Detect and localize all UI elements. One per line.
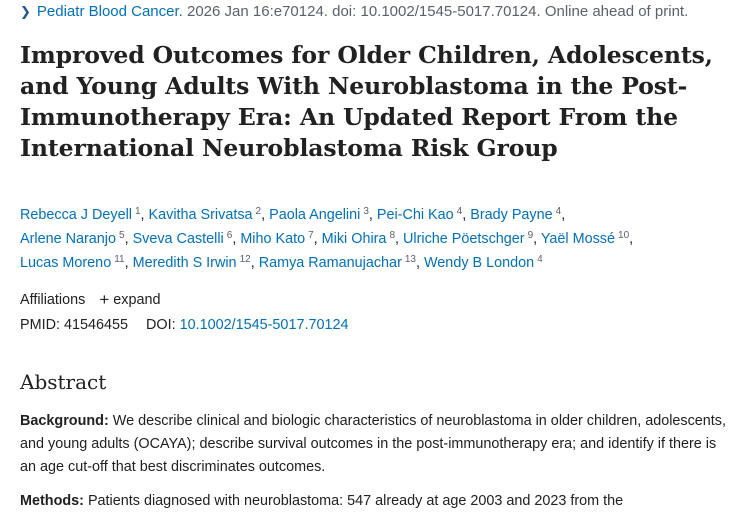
author-link[interactable]: Rebecca J Deyell <box>20 207 132 223</box>
affiliation-ref[interactable]: 10 <box>618 230 630 241</box>
author-item: Meredith S Irwin 12, <box>132 254 255 272</box>
author-link[interactable]: Miki Ohira <box>321 231 387 247</box>
affiliation-ref[interactable]: 1 <box>134 206 141 217</box>
abstract-background: Background: We describe clinical and bio… <box>20 410 735 479</box>
expand-affiliations-button[interactable]: + expand <box>99 290 161 309</box>
abstract-methods: Methods: Patients diagnosed with neurobl… <box>20 490 735 513</box>
doi-link[interactable]: 10.1002/1545-5017.70124 <box>179 317 349 333</box>
identifiers-row: PMID: 41546455 DOI: 10.1002/1545-5017.70… <box>20 317 348 333</box>
author-item: Ramya Ramanujachar 13, <box>258 254 420 272</box>
author-link[interactable]: Wendy B London <box>423 255 535 271</box>
author-item: Rebecca J Deyell 1, <box>20 206 145 224</box>
affiliation-ref[interactable]: 11 <box>114 254 125 265</box>
author-item: Lucas Moreno 11, <box>20 254 129 272</box>
affiliation-ref[interactable]: 4 <box>537 254 543 265</box>
background-label: Background: <box>20 413 109 429</box>
author-list: Rebecca J Deyell 1, Kavitha Srivatsa 2, Pa… <box>20 203 735 275</box>
chevron-right-icon[interactable]: ❯ <box>20 4 31 19</box>
author-link[interactable]: Brady Payne <box>470 207 553 223</box>
title-line: Improved Outcomes for Older Children, Ad… <box>20 41 713 69</box>
affiliation-ref[interactable]: 8 <box>389 230 395 241</box>
background-text: We describe clinical and biologic charac… <box>20 413 727 475</box>
author-item: Miho Kato 7, <box>240 230 318 248</box>
title-line: and Young Adults With Neuroblastoma in t… <box>20 72 688 100</box>
doi-label: DOI: <box>146 317 176 333</box>
affiliation-ref[interactable]: 4 <box>555 206 562 217</box>
author-link[interactable]: Ulriche Pöetschger <box>403 231 525 247</box>
abstract-heading: Abstract <box>20 370 107 394</box>
methods-text: Patients diagnosed with neuroblastoma: 5… <box>83 493 624 509</box>
affiliations-label: Affiliations <box>20 292 86 308</box>
affiliation-ref[interactable]: 6 <box>226 230 233 241</box>
author-link[interactable]: Miho Kato <box>240 231 306 247</box>
affiliations-row: Affiliations + expand <box>20 290 160 310</box>
citation-details: 2026 Jan 16:e70124. doi: 10.1002/1545-50… <box>182 3 689 20</box>
author-item: Arlene Naranjo 5, <box>20 230 129 248</box>
affiliation-ref[interactable]: 3 <box>363 206 369 217</box>
author-link[interactable]: Kavitha Srivatsa <box>148 207 253 223</box>
author-link[interactable]: Yaël Mossé <box>540 231 616 247</box>
author-item: Yaël Mossé 10, <box>540 230 634 248</box>
title-line: Immunotherapy Era: An Updated Report Fro… <box>20 103 678 131</box>
affiliation-ref[interactable]: 13 <box>404 254 416 265</box>
pmid-label: PMID: <box>20 317 60 333</box>
author-link[interactable]: Lucas Moreno <box>20 255 112 271</box>
author-link[interactable]: Paola Angelini <box>269 207 361 223</box>
author-item: Kavitha Srivatsa 2, <box>148 206 266 224</box>
author-link[interactable]: Sveva Castelli <box>132 231 224 247</box>
affiliation-ref[interactable]: 4 <box>456 206 463 217</box>
article-title: Improved Outcomes for Older Children, Ad… <box>20 40 735 164</box>
title-line: International Neuroblastoma Risk Group <box>20 134 558 162</box>
affiliation-ref[interactable]: 12 <box>239 254 251 265</box>
author-item: Brady Payne 4, <box>470 206 566 224</box>
author-link[interactable]: Pei-Chi Kao <box>376 207 454 223</box>
journal-link[interactable]: Pediatr Blood Cancer. <box>36 3 183 20</box>
plus-icon: + <box>99 290 110 309</box>
author-item: Miki Ohira 8, <box>321 230 399 248</box>
author-item: Sveva Castelli 6, <box>132 230 237 248</box>
affiliation-ref[interactable]: 2 <box>255 206 262 217</box>
expand-label: expand <box>113 292 161 308</box>
author-item: Pei-Chi Kao 4, <box>376 206 467 224</box>
affiliation-ref[interactable]: 9 <box>527 230 534 241</box>
author-item: Wendy B London 4 <box>423 254 543 272</box>
affiliation-ref[interactable]: 5 <box>119 230 125 241</box>
author-link[interactable]: Arlene Naranjo <box>20 231 116 247</box>
author-link[interactable]: Meredith S Irwin <box>132 255 237 271</box>
author-item: Ulriche Pöetschger 9, <box>403 230 538 248</box>
author-link[interactable]: Ramya Ramanujachar <box>258 255 402 271</box>
pmid-value: 41546455 <box>63 317 129 333</box>
affiliation-ref[interactable]: 7 <box>308 230 314 241</box>
citation-line: ❯ Pediatr Blood Cancer. 2026 Jan 16:e7012… <box>20 3 688 20</box>
author-item: Paola Angelini 3, <box>269 206 373 224</box>
methods-label: Methods: <box>20 493 84 509</box>
